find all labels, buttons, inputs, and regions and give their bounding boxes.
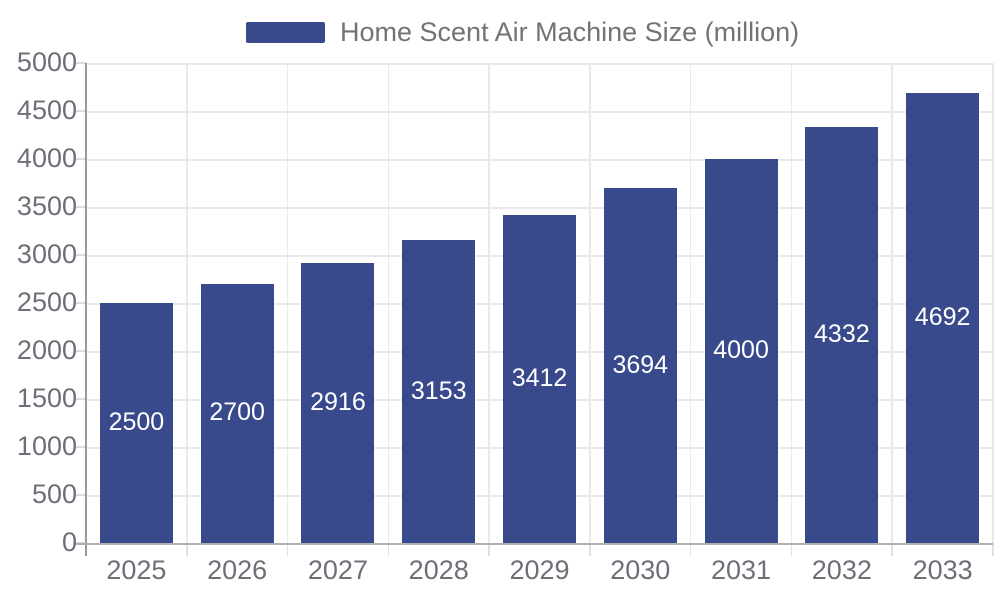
y-axis-label: 4500 [16, 95, 77, 125]
x-axis-line [76, 543, 993, 545]
gridline-horizontal [86, 63, 993, 65]
bar [603, 188, 677, 543]
x-axis-label: 2030 [610, 555, 671, 585]
bar [704, 159, 778, 543]
x-axis-label: 2031 [711, 555, 772, 585]
y-axis-label: 3500 [16, 191, 77, 221]
y-axis-tick [76, 254, 86, 256]
y-axis-tick [76, 110, 86, 112]
legend-swatch [246, 22, 325, 43]
bar-value-label: 4692 [914, 302, 971, 331]
bar-value-label: 3153 [410, 376, 467, 405]
gridline-vertical [891, 63, 893, 543]
bar-value-label: 4332 [814, 320, 870, 349]
gridline-vertical [286, 63, 289, 543]
x-axis-tick [186, 543, 188, 556]
x-axis-label: 2029 [509, 555, 570, 585]
y-axis-label: 0 [61, 527, 77, 557]
bar-value-label: 2700 [209, 398, 265, 427]
y-axis-tick [76, 158, 86, 160]
bar-value-label: 2500 [108, 408, 165, 436]
bar [200, 283, 274, 543]
y-axis-tick [76, 206, 86, 208]
y-axis-label: 1000 [16, 431, 77, 461]
y-axis-tick [76, 302, 86, 304]
gridline-vertical [186, 63, 188, 543]
y-axis-label: 3000 [16, 239, 77, 269]
bar-value-label: 2916 [310, 388, 366, 417]
gridline-vertical [488, 63, 490, 543]
y-axis-label: 2000 [16, 335, 77, 365]
x-axis-tick [286, 543, 289, 556]
bar-value-label: 3412 [511, 364, 568, 393]
y-axis-tick [76, 350, 86, 352]
bar [805, 127, 879, 543]
gridline-vertical [387, 63, 390, 543]
gridline-vertical [589, 63, 591, 543]
y-axis-label: 500 [31, 479, 77, 509]
x-axis-tick [387, 543, 390, 556]
x-axis-label: 2027 [307, 555, 368, 585]
gridline-horizontal [86, 207, 993, 209]
y-axis-label: 5000 [16, 47, 77, 77]
y-axis-line [85, 63, 87, 556]
bar [402, 240, 476, 543]
bar [301, 263, 375, 543]
y-axis-tick [76, 494, 86, 496]
x-axis-label: 2026 [207, 555, 268, 585]
y-axis-tick [76, 446, 86, 448]
legend-item[interactable]: Home Scent Air Machine Size (million) [246, 19, 799, 46]
x-axis-label: 2033 [912, 555, 973, 585]
y-axis-label: 2500 [16, 287, 77, 317]
x-axis-tick [488, 543, 490, 556]
gridline-vertical [790, 63, 793, 543]
x-axis-label: 2032 [811, 555, 872, 585]
y-axis-tick [76, 62, 86, 64]
x-axis-label: 2025 [106, 555, 167, 585]
x-axis-tick [689, 543, 692, 556]
x-axis-label: 2028 [408, 555, 469, 585]
x-axis-tick [589, 543, 591, 556]
bar-value-label: 3694 [612, 350, 669, 379]
gridline-horizontal [86, 159, 993, 161]
gridline-vertical [992, 63, 994, 543]
bar [503, 215, 576, 543]
bar [906, 92, 980, 543]
y-axis-label: 1500 [16, 383, 77, 413]
gridline-vertical [689, 63, 692, 543]
bar [99, 303, 173, 543]
bar-value-label: 4000 [713, 336, 769, 364]
x-axis-tick [891, 543, 893, 556]
gridline-horizontal [86, 111, 993, 113]
y-axis-tick [76, 398, 86, 400]
x-axis-tick [790, 543, 793, 556]
y-axis-label: 4000 [16, 143, 77, 173]
x-axis-tick [992, 543, 994, 556]
legend-label: Home Scent Air Machine Size (million) [340, 17, 800, 47]
